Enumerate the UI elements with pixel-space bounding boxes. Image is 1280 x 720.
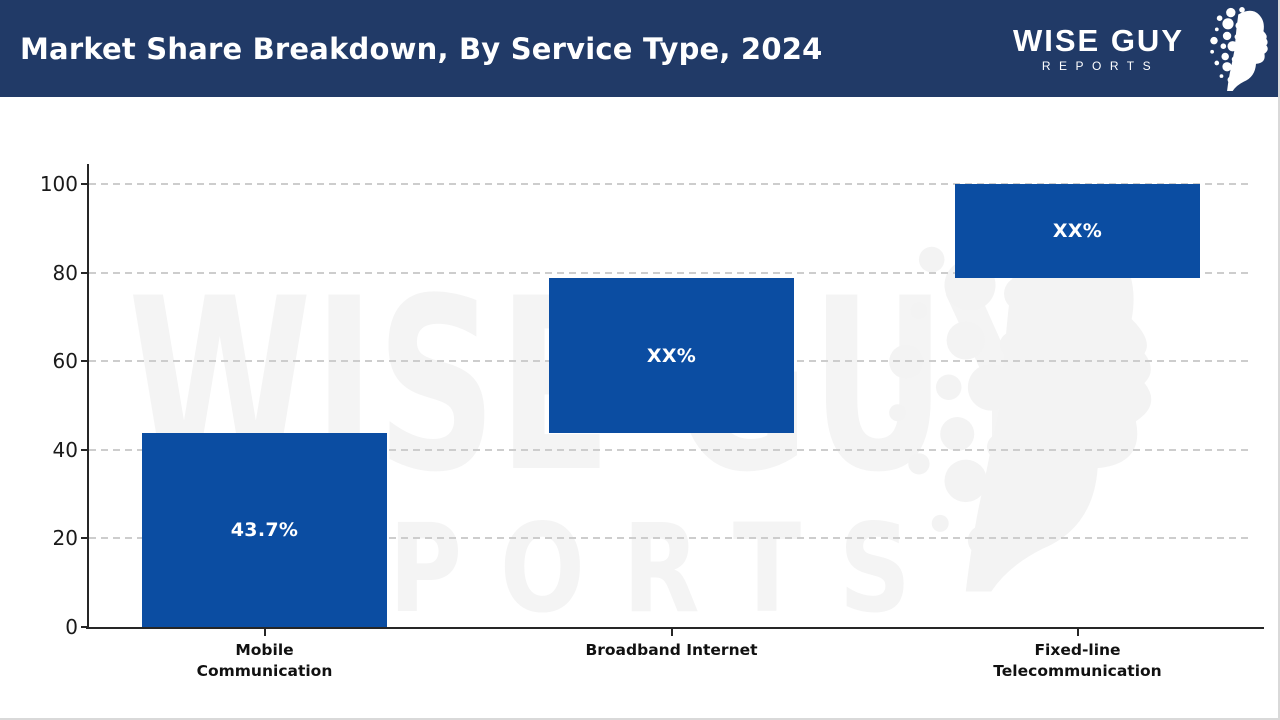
bar-value-label-2: XX% [646, 344, 697, 367]
dotted-face-profile-icon [1210, 6, 1268, 91]
y-tick-label-100: 100 [39, 172, 78, 196]
y-tick-label-60: 60 [52, 349, 78, 374]
y-tick-80 [81, 271, 88, 274]
y-tick-60 [81, 360, 88, 363]
y-axis-line [87, 164, 89, 629]
y-tick-label-40: 40 [52, 437, 78, 462]
brand-logo-text: WISE GUY REPORTS [1013, 25, 1184, 72]
brand-logo: WISE GUY REPORTS [1013, 0, 1270, 97]
bar-value-label-1: 43.7% [230, 519, 299, 542]
x-axis-line [86, 627, 1264, 629]
bar-3: XX% [955, 184, 1200, 278]
y-tick-label-0: 0 [65, 615, 78, 639]
y-tick-20 [81, 537, 88, 540]
gridline-80 [89, 271, 1252, 274]
brand-name: WISE GUY [1012, 23, 1184, 58]
bar-1: 43.7% [142, 433, 387, 627]
bar-value-label-3: XX% [1052, 219, 1103, 242]
x-tick-3 [1076, 629, 1079, 636]
brand-subname: REPORTS [1041, 59, 1160, 73]
page-title: Market Share Breakdown, By Service Type,… [20, 31, 823, 66]
x-tick-1 [263, 629, 266, 636]
y-tick-label-80: 80 [52, 260, 78, 285]
gridline-100 [89, 183, 1252, 185]
y-tick-40 [81, 448, 88, 451]
gridline-40 [89, 448, 1252, 451]
x-category-label-3: Fixed-line Telecommunication [993, 641, 1162, 680]
x-tick-2 [670, 629, 673, 636]
y-tick-0 [81, 626, 88, 628]
y-tick-100 [81, 183, 88, 185]
y-tick-label-20: 20 [52, 526, 78, 551]
header: Market Share Breakdown, By Service Type,… [0, 0, 1278, 97]
x-category-label-1: Mobile Communication [196, 641, 333, 680]
gridline-20 [89, 537, 1252, 540]
bar-2: XX% [549, 277, 794, 434]
x-category-label-2: Broadband Internet [585, 641, 758, 659]
